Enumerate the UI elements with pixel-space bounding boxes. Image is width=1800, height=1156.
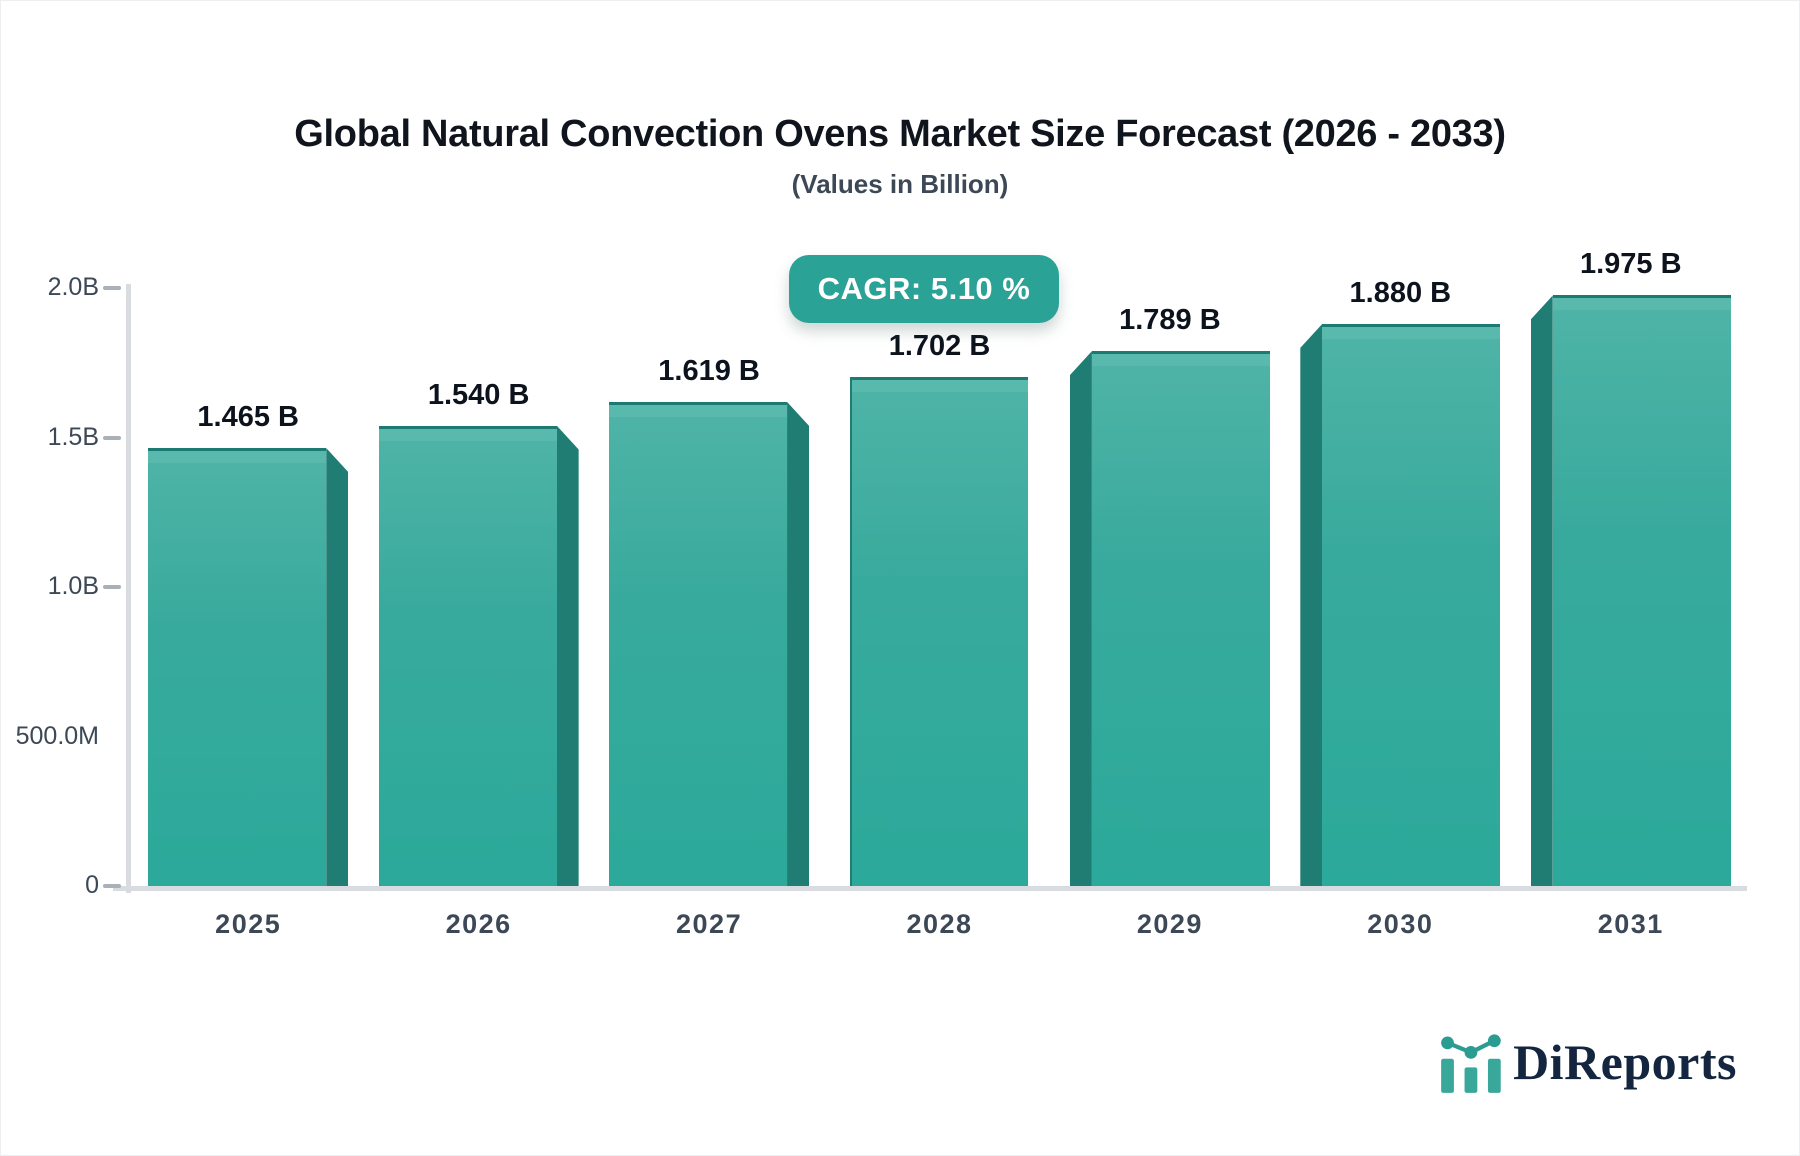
x-axis-label: 2027 (676, 909, 743, 939)
y-axis-label: 2.0B (47, 273, 99, 301)
bar-value-label: 1.880 B (1349, 276, 1452, 309)
bar-side-face (1069, 351, 1092, 886)
bar-side-face (1300, 323, 1323, 886)
bar (1530, 295, 1731, 886)
bar-side-face (556, 425, 579, 886)
bar-slot-2027: 1.619 B (594, 288, 824, 886)
bar (609, 401, 810, 886)
bar-face (1322, 323, 1501, 886)
x-axis-line (113, 886, 1747, 891)
bar-slot-2025: 1.465 B (133, 288, 363, 886)
bar-value-label: 1.619 B (658, 354, 760, 387)
bar-face (378, 425, 557, 886)
x-axis-label: 2026 (445, 909, 512, 939)
y-axis-label: 500.0M (15, 721, 99, 750)
bar-face (1552, 295, 1731, 886)
x-axis-label: 2025 (215, 909, 282, 939)
bar-value-label: 1.975 B (1579, 248, 1682, 281)
y-axis: 2.0B 1.5B 1.0B 500.0M 0 (1, 273, 133, 899)
bar-face (609, 401, 788, 886)
bar (378, 425, 579, 886)
x-axis-label: 2029 (1136, 909, 1203, 939)
bar (1069, 351, 1270, 886)
y-axis-line (126, 284, 131, 893)
y-axis-label: 1.0B (47, 572, 99, 600)
bar-value-label: 1.789 B (1119, 304, 1221, 337)
bar-side-face (326, 447, 349, 886)
bar-value-label: 1.702 B (888, 330, 991, 363)
y-axis-tick (103, 884, 121, 888)
logo-text: DiReports (1513, 1034, 1737, 1090)
chart-subtitle: (Values in Billion) (791, 169, 1009, 199)
direports-logo: DiReports (1439, 1029, 1737, 1095)
x-axis: 2025 2026 2027 2028 2029 2030 2031 (133, 909, 1746, 940)
y-axis-tick (103, 585, 121, 589)
plot-area: 2.0B 1.5B 1.0B 500.0M 0 1.465 B 1.540 B 1.619 … (16, 248, 1747, 899)
bar-slot-2028: 1.702 B (824, 288, 1054, 886)
x-axis-label: 2030 (1367, 909, 1434, 939)
cagr-badge: CAGR: 5.10 % (789, 255, 1059, 323)
x-axis-label: 2028 (906, 909, 973, 939)
chart-title: Global Natural Convection Ovens Market S… (294, 113, 1506, 155)
y-axis-tick (103, 435, 121, 440)
bar-face (850, 377, 1029, 886)
bar-value-label: 1.465 B (197, 400, 299, 433)
bar-slot-2029: 1.789 B (1055, 288, 1285, 886)
bar-slot-2030: 1.880 B (1285, 277, 1515, 886)
bar (148, 447, 349, 886)
bar-side-face (787, 401, 810, 886)
y-axis-tick (103, 286, 121, 290)
bar-face (1091, 351, 1270, 886)
bar (1300, 323, 1501, 886)
y-axis-label: 0 (85, 871, 99, 899)
y-axis-label: 1.5B (47, 422, 99, 451)
bars-row: 1.465 B 1.540 B 1.619 B 1.702 B 1.789 B 1.880… (133, 248, 1746, 886)
bar-line-chart-icon (1441, 1034, 1501, 1093)
bar-side-face (1530, 295, 1553, 886)
bar-value-label: 1.540 B (427, 378, 530, 411)
bar-face (148, 447, 327, 886)
x-axis-label: 2031 (1597, 909, 1664, 939)
bar-slot-2031: 1.975 B (1516, 248, 1746, 886)
bar (850, 377, 1029, 886)
bar-slot-2026: 1.540 B (363, 288, 593, 886)
